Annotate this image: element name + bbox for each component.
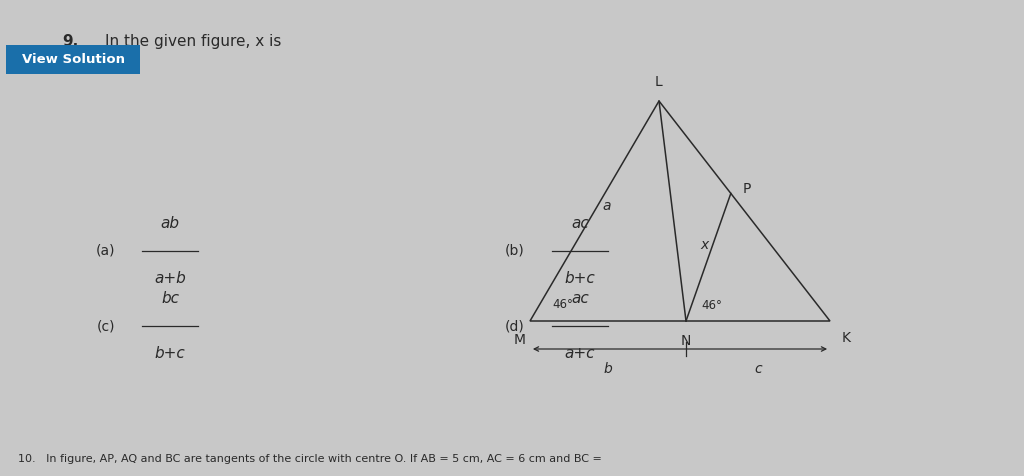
Text: b+c: b+c — [155, 346, 185, 361]
Text: (d): (d) — [505, 319, 525, 333]
Text: a+b: a+b — [155, 271, 186, 286]
Text: b: b — [603, 362, 612, 376]
Text: x: x — [700, 238, 709, 252]
Text: bc: bc — [161, 291, 179, 306]
Text: 10.   In figure, AP, AQ and BC are tangents of the circle with centre O. If AB =: 10. In figure, AP, AQ and BC are tangent… — [18, 454, 602, 464]
Text: P: P — [742, 182, 752, 197]
Text: M: M — [514, 333, 526, 347]
Text: 9.: 9. — [62, 34, 78, 49]
Text: a: a — [602, 199, 610, 213]
Text: ac: ac — [571, 291, 589, 306]
Text: ab: ab — [161, 216, 179, 231]
Text: N: N — [681, 334, 691, 348]
Text: (a): (a) — [95, 244, 115, 258]
Text: c: c — [755, 362, 762, 376]
Text: a+c: a+c — [565, 346, 595, 361]
Text: L: L — [655, 75, 663, 89]
Text: (c): (c) — [96, 319, 115, 333]
Text: In the given figure, x is: In the given figure, x is — [105, 34, 282, 49]
Text: ac: ac — [571, 216, 589, 231]
Text: (b): (b) — [505, 244, 525, 258]
Text: K: K — [842, 331, 851, 345]
Text: View Solution: View Solution — [22, 53, 125, 66]
Text: b+c: b+c — [564, 271, 595, 286]
FancyBboxPatch shape — [6, 45, 140, 74]
Text: 46°: 46° — [552, 298, 572, 311]
Text: 46°: 46° — [701, 299, 722, 312]
